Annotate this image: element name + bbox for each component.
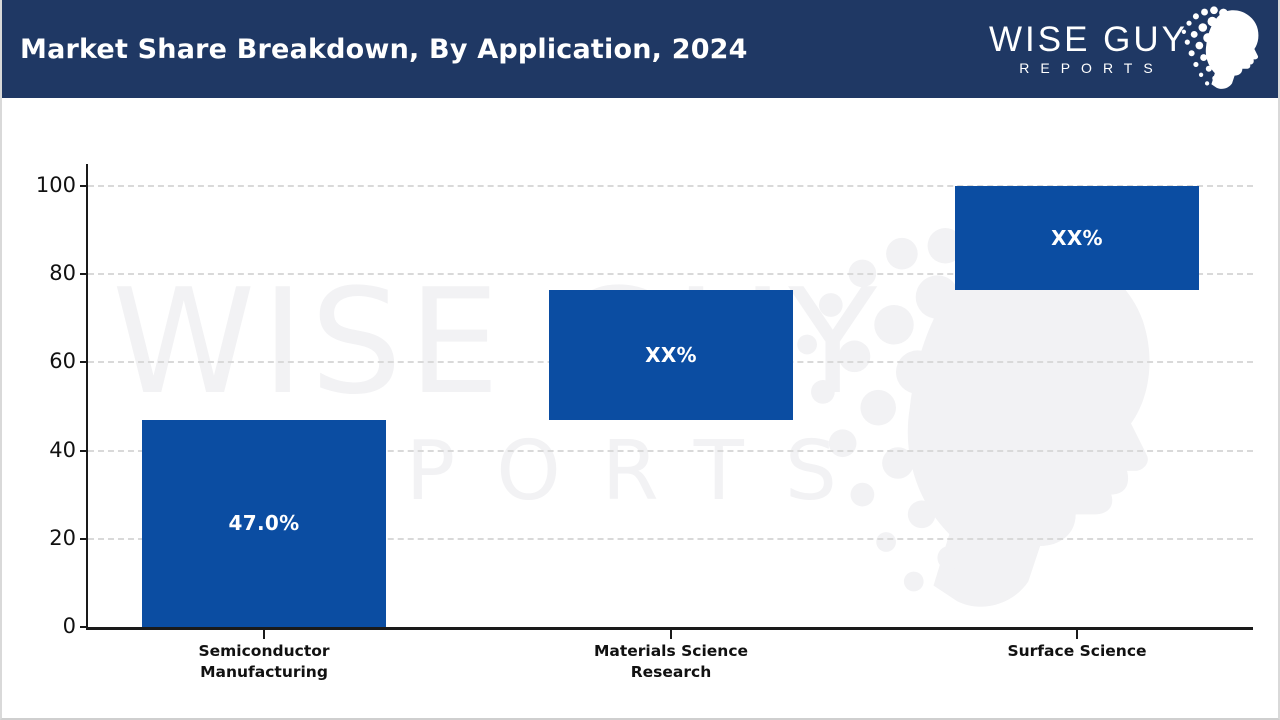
gridline-y-20 [88,537,1253,540]
bar-value-label-3: XX% [1051,225,1103,250]
x-category-label-line: Surface Science [1007,642,1147,660]
y-tick-label-100: 100 [35,173,76,198]
bar-value-label-2: XX% [645,342,697,367]
x-category-label-line: Semiconductor [198,642,330,660]
logo-text: WISE GUY REPORTS [988,19,1188,77]
chart-area: WISE GUY REPORTS 47.0% XX% XX% 0 20 40 60 80 10… [0,98,1280,720]
header-bar: Market Share Breakdown, By Application, … [0,0,1280,98]
bar-1: 47.0% [142,419,386,627]
x-tick-3 [1076,630,1078,639]
bar-value-label-1: 47.0% [228,511,300,536]
y-tick-label-40: 40 [49,437,76,462]
x-tick-2 [670,630,672,639]
x-axis-spine [86,627,1253,630]
y-tick-label-20: 20 [49,525,76,550]
x-category-label-3: Surface Science [947,641,1207,662]
gridline-y-100 [88,185,1253,187]
x-tick-1 [263,630,265,639]
bar-2: XX% [549,289,793,420]
y-tick-80 [80,273,88,276]
wiseguy-logo: WISE GUY REPORTS [989,6,1266,92]
x-category-label-1: Semiconductor Manufacturing [134,641,394,683]
x-category-label-line: Research [630,663,712,681]
bar-3: XX% [955,186,1199,290]
x-category-label-2: Materials Science Research [541,641,801,683]
y-tick-60 [80,361,88,364]
y-tick-label-0: 0 [62,614,76,639]
y-tick-20 [80,537,88,540]
logo-wordmark: WISE GUY [988,19,1188,59]
y-tick-label-80: 80 [49,261,76,286]
x-category-label-line: Materials Science [593,642,749,660]
y-tick-0 [80,626,88,628]
gridline-y-40 [88,449,1253,452]
y-tick-100 [80,185,88,187]
gridline-y-80 [88,273,1253,276]
y-tick-40 [80,449,88,452]
y-axis-spine [86,164,88,630]
x-category-label-line: Manufacturing [200,663,328,681]
y-tick-label-60: 60 [49,349,76,374]
logo-subtitle: REPORTS [1019,60,1164,77]
page-title: Market Share Breakdown, By Application, … [20,33,748,65]
